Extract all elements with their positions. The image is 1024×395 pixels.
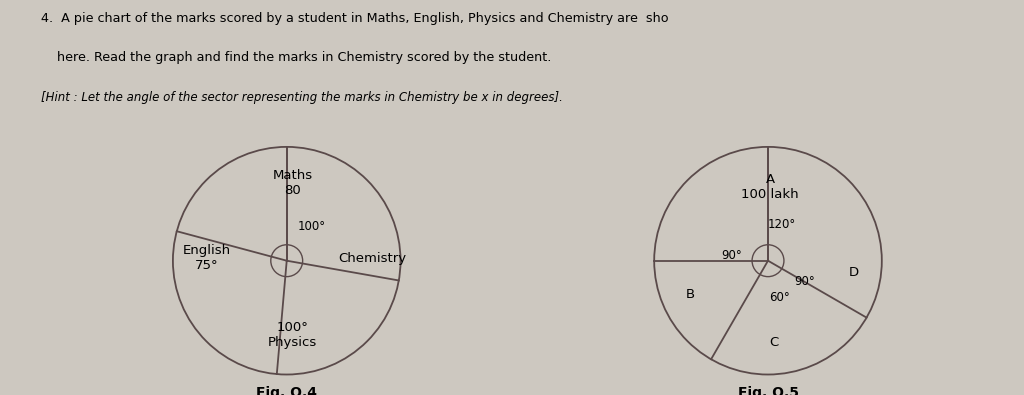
Text: 60°: 60° [769, 291, 790, 304]
Text: 100°: 100° [298, 220, 326, 233]
Text: 4.  A pie chart of the marks scored by a student in Maths, English, Physics and : 4. A pie chart of the marks scored by a … [41, 12, 669, 25]
Text: C: C [769, 336, 778, 349]
Text: [Hint : Let the angle of the sector representing the marks in Chemistry be x in : [Hint : Let the angle of the sector repr… [41, 91, 563, 104]
Text: 120°: 120° [768, 218, 796, 231]
Text: A
100 lakh: A 100 lakh [741, 173, 799, 201]
Text: 100°
Physics: 100° Physics [268, 321, 317, 349]
Text: 90°: 90° [794, 275, 815, 288]
Text: English
75°: English 75° [183, 245, 231, 273]
Text: Fig. Q.4: Fig. Q.4 [256, 386, 317, 395]
Text: Fig. Q.5: Fig. Q.5 [737, 386, 799, 395]
Text: Chemistry: Chemistry [338, 252, 407, 265]
Text: B: B [686, 288, 695, 301]
Text: 90°: 90° [721, 248, 742, 261]
Text: here. Read the graph and find the marks in Chemistry scored by the student.: here. Read the graph and find the marks … [41, 51, 551, 64]
Text: Maths
80: Maths 80 [272, 169, 312, 198]
Text: D: D [848, 265, 858, 278]
